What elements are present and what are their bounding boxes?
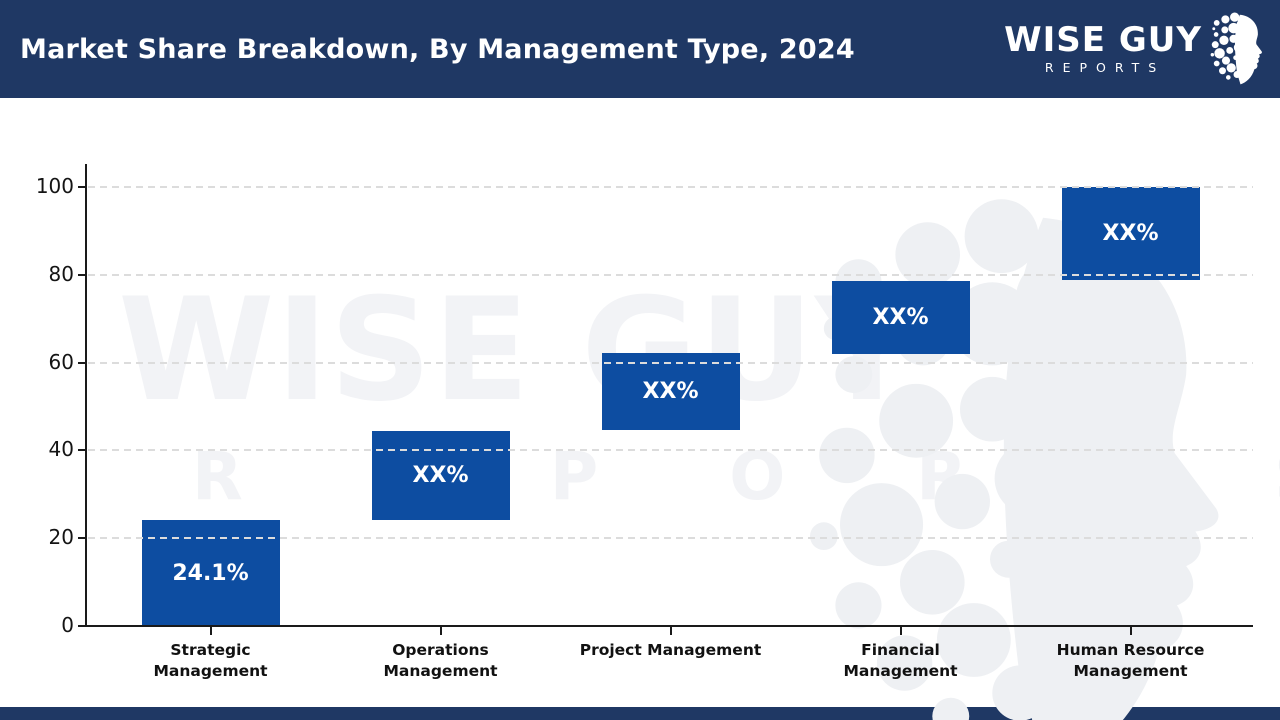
x-category-label: Strategic Management	[153, 641, 268, 680]
bar-segment: XX%	[601, 352, 740, 431]
x-category-label: Operations Management	[383, 641, 498, 680]
y-tick-mark	[78, 625, 86, 627]
x-tick-mark	[439, 627, 442, 635]
bar-value-label: XX%	[642, 379, 699, 405]
y-tick-mark	[78, 537, 86, 540]
bar-value-label: XX%	[412, 462, 469, 488]
bar-segment: XX%	[371, 430, 510, 521]
gridline	[88, 273, 1253, 276]
y-tick-label: 40	[48, 437, 74, 462]
gridline	[88, 186, 1253, 188]
watermark-text-line1: WISE GUY	[118, 268, 919, 433]
y-tick-label: 80	[48, 261, 74, 286]
y-tick-label: 0	[61, 613, 74, 637]
gridline	[88, 449, 1253, 452]
bar-value-label: XX%	[872, 305, 929, 331]
x-tick-mark	[1129, 627, 1132, 635]
x-category-label: Financial Management	[843, 641, 958, 680]
logo-text: WISE GUY REPORTS	[1004, 23, 1202, 75]
y-tick-mark	[78, 449, 86, 452]
bar-segment: XX%	[831, 281, 970, 354]
bar-segment: 24.1%	[141, 520, 280, 626]
header-bar: Market Share Breakdown, By Management Ty…	[0, 0, 1280, 98]
x-category-label: Human Resource Management	[1056, 641, 1205, 680]
y-tick-label: 100	[35, 174, 74, 198]
y-tick-mark	[78, 186, 86, 188]
y-tick-label: 60	[48, 349, 74, 374]
x-tick-mark	[669, 627, 672, 635]
x-axis-line	[85, 625, 1253, 627]
y-tick-label: 20	[48, 525, 74, 550]
gridline	[88, 361, 1253, 364]
x-tick-mark	[209, 627, 212, 635]
y-axis-line	[85, 164, 87, 627]
bar-value-label: 24.1%	[172, 560, 249, 586]
x-category-label: Project Management	[579, 641, 762, 659]
gridline	[88, 537, 1253, 540]
wise-guy-logo: WISE GUY REPORTS	[1004, 11, 1266, 87]
logo-wordmark: WISE GUY	[1004, 20, 1202, 61]
logo-head-icon	[1210, 12, 1262, 85]
y-tick-mark	[78, 361, 86, 364]
chart-title: Market Share Breakdown, By Management Ty…	[20, 33, 855, 65]
y-tick-mark	[78, 273, 86, 276]
bar-segment: XX%	[1061, 187, 1200, 280]
x-tick-mark	[899, 627, 902, 635]
bar-value-label: XX%	[1102, 220, 1159, 246]
logo-subtitle: REPORTS	[1044, 60, 1166, 76]
